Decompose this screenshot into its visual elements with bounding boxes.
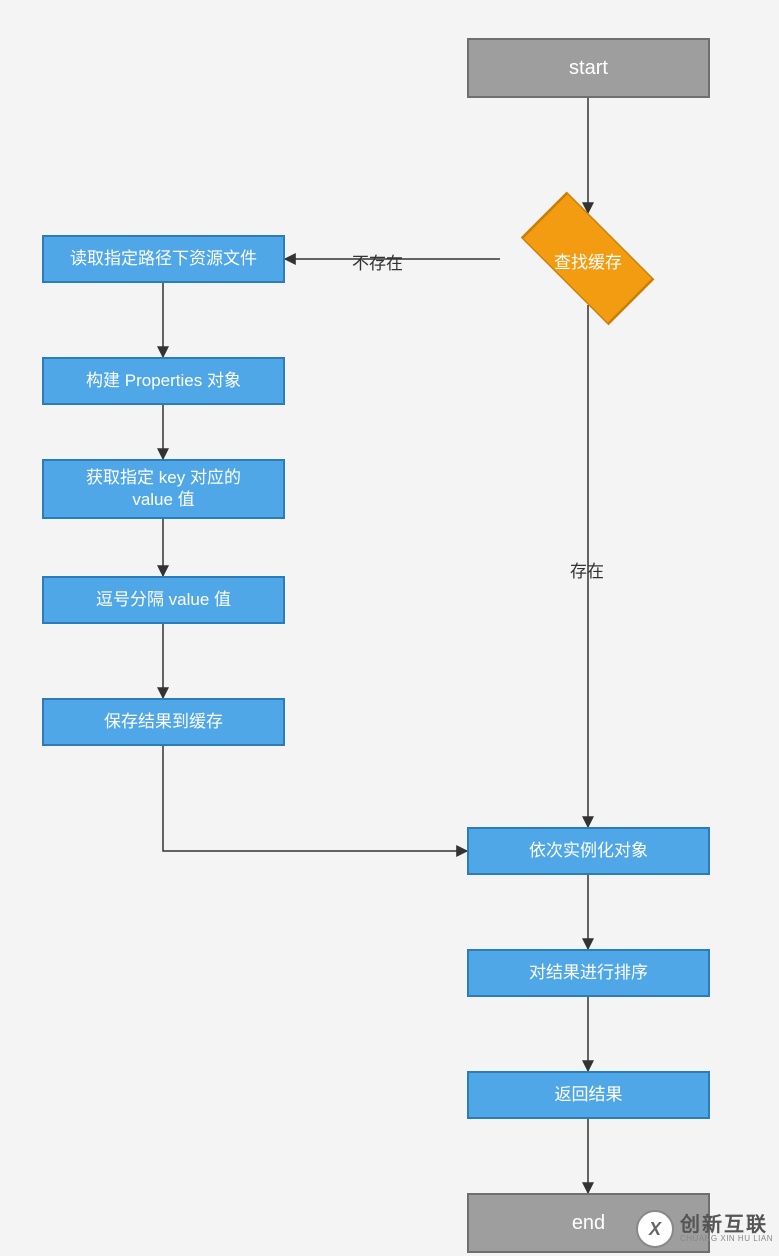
read-file-label: 读取指定路径下资源文件 (70, 248, 257, 270)
watermark-text: 创新互联 CHUANG XIN HU LIAN (680, 1215, 773, 1243)
flowchart-edges (0, 0, 779, 1256)
watermark-en: CHUANG XIN HU LIAN (680, 1235, 773, 1243)
get-value-node: 获取指定 key 对应的 value 值 (42, 459, 285, 519)
build-properties-node: 构建 Properties 对象 (42, 357, 285, 405)
watermark: X 创新互联 CHUANG XIN HU LIAN (636, 1210, 773, 1248)
build-properties-label: 构建 Properties 对象 (86, 370, 241, 392)
instantiate-label: 依次实例化对象 (529, 840, 648, 862)
get-value-label: 获取指定 key 对应的 value 值 (86, 467, 241, 511)
return-node: 返回结果 (467, 1071, 710, 1119)
end-label: end (572, 1210, 605, 1236)
start-node: start (467, 38, 710, 98)
watermark-logo-icon: X (636, 1210, 674, 1248)
sort-label: 对结果进行排序 (529, 962, 648, 984)
save-cache-node: 保存结果到缓存 (42, 698, 285, 746)
return-label: 返回结果 (555, 1084, 623, 1106)
cache-lookup-node: 查找缓存 (500, 213, 676, 305)
read-file-node: 读取指定路径下资源文件 (42, 235, 285, 283)
sort-node: 对结果进行排序 (467, 949, 710, 997)
instantiate-node: 依次实例化对象 (467, 827, 710, 875)
watermark-cn: 创新互联 (680, 1215, 773, 1235)
split-value-label: 逗号分隔 value 值 (96, 589, 231, 611)
edge-label-exist: 存在 (570, 557, 604, 582)
start-label: start (569, 55, 608, 81)
save-cache-label: 保存结果到缓存 (104, 711, 223, 733)
watermark-logo-text: X (649, 1219, 661, 1240)
split-value-node: 逗号分隔 value 值 (42, 576, 285, 624)
cache-lookup-label: 查找缓存 (500, 248, 676, 273)
edge-label-not-exist: 不存在 (352, 249, 403, 274)
